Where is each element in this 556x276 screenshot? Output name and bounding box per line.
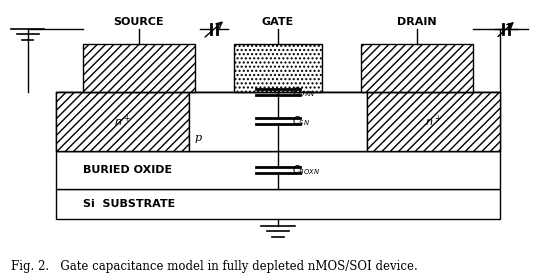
Text: $C_{OXN}$: $C_{OXN}$: [292, 85, 316, 99]
Bar: [234, 44, 322, 92]
Bar: [56, 92, 500, 151]
Text: DRAIN: DRAIN: [397, 17, 437, 27]
Bar: [56, 151, 500, 189]
Bar: [361, 44, 473, 92]
Bar: [83, 44, 195, 92]
Text: $C_{BOXN}$: $C_{BOXN}$: [292, 163, 320, 177]
Text: BURIED OXIDE: BURIED OXIDE: [83, 165, 172, 175]
Text: SOURCE: SOURCE: [113, 17, 165, 27]
Text: Si  SUBSTRATE: Si SUBSTRATE: [83, 199, 176, 209]
Text: p: p: [195, 133, 202, 143]
Bar: [56, 92, 189, 151]
Text: $n^+$: $n^+$: [425, 114, 442, 129]
Text: $C_{SN}$: $C_{SN}$: [292, 115, 310, 128]
Text: $n^+$: $n^+$: [114, 114, 131, 129]
Text: GATE: GATE: [262, 17, 294, 27]
Text: Fig. 2.   Gate capacitance model in fully depleted nMOS/SOI device.: Fig. 2. Gate capacitance model in fully …: [11, 260, 418, 273]
Bar: [189, 92, 367, 151]
Bar: [56, 189, 500, 219]
Bar: [367, 92, 500, 151]
